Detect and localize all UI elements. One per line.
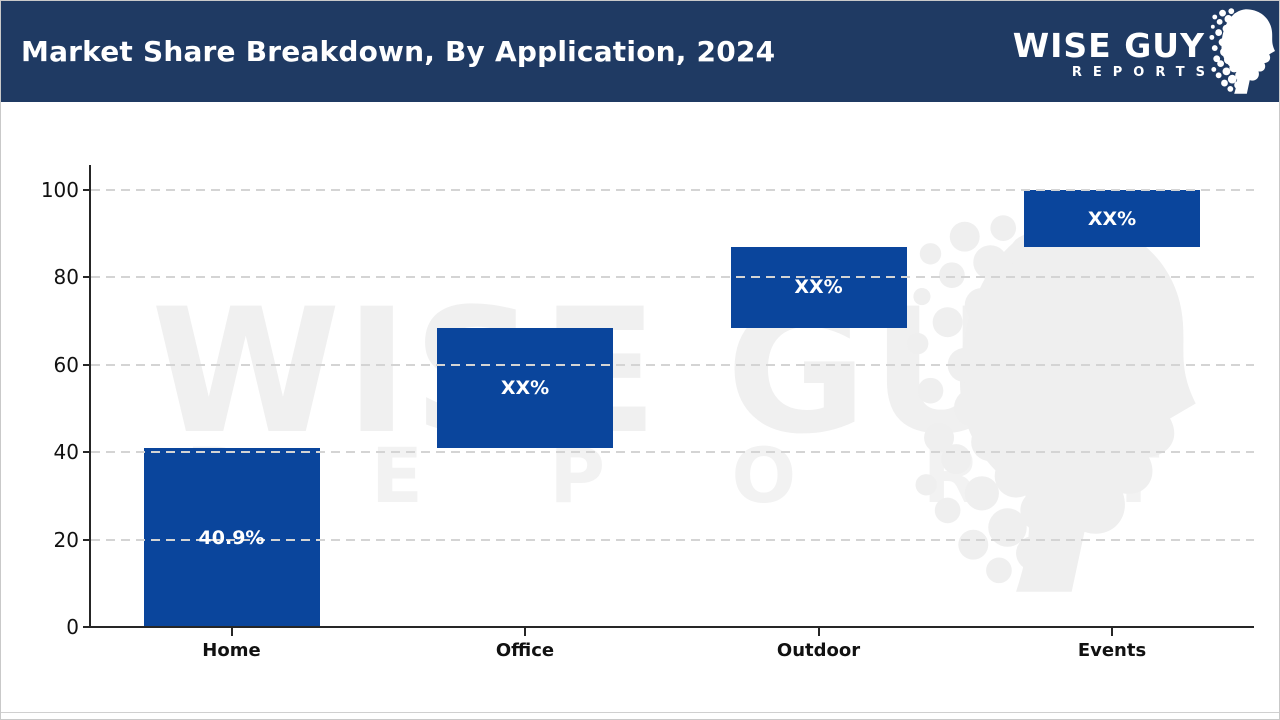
y-tick-label: 60 xyxy=(53,352,79,377)
logo-subtext: REPORTS xyxy=(1071,65,1216,80)
bar-office xyxy=(437,327,613,449)
bar-value-label: XX% xyxy=(1087,207,1137,230)
x-tick xyxy=(817,627,820,636)
x-tick xyxy=(230,627,233,636)
y-tick xyxy=(83,451,91,454)
y-tick-label: 40 xyxy=(53,440,79,465)
x-tick xyxy=(524,627,526,636)
gridline-60 xyxy=(91,363,1254,366)
gridline-80 xyxy=(91,276,1254,279)
y-tick-label: 80 xyxy=(53,265,79,290)
y-tick xyxy=(83,363,91,366)
y-tick-label: 20 xyxy=(53,527,79,552)
gridline-40 xyxy=(91,451,1254,454)
bar-value-label: 40.9% xyxy=(198,526,265,549)
y-tick-label: 0 xyxy=(66,615,79,639)
bar-value-label: XX% xyxy=(794,276,843,299)
logo-wordmark: WISE GUY xyxy=(1012,26,1205,65)
x-tick-label-home: Home xyxy=(202,640,261,661)
bar-value-label: XX% xyxy=(500,376,550,399)
gridline-20 xyxy=(91,538,1254,541)
brand-logo: WISE GUY REPORTS xyxy=(1013,5,1275,97)
x-axis-spine xyxy=(89,626,1254,628)
bar-outdoor xyxy=(730,247,907,328)
page-title: Market Share Breakdown, By Application, … xyxy=(21,35,776,68)
x-tick-label-outdoor: Outdoor xyxy=(776,640,861,661)
y-tick xyxy=(83,626,91,628)
y-tick xyxy=(83,538,91,541)
y-tick-label: 100 xyxy=(40,178,79,202)
y-tick xyxy=(83,276,91,279)
x-tick-label-events: Events xyxy=(1077,640,1147,661)
x-tick xyxy=(1111,627,1113,636)
y-tick xyxy=(83,189,91,191)
brand-logo-text: WISE GUY REPORTS xyxy=(1013,29,1205,79)
bar-events xyxy=(1024,190,1200,248)
header: Market Share Breakdown, By Application, … xyxy=(1,1,1279,102)
bar-home xyxy=(143,448,320,627)
y-axis-spine xyxy=(89,165,91,628)
bottom-divider xyxy=(1,712,1279,713)
logo-face-icon xyxy=(1209,8,1275,94)
x-tick-label-office: Office xyxy=(495,640,555,661)
gridline-100 xyxy=(91,189,1254,191)
